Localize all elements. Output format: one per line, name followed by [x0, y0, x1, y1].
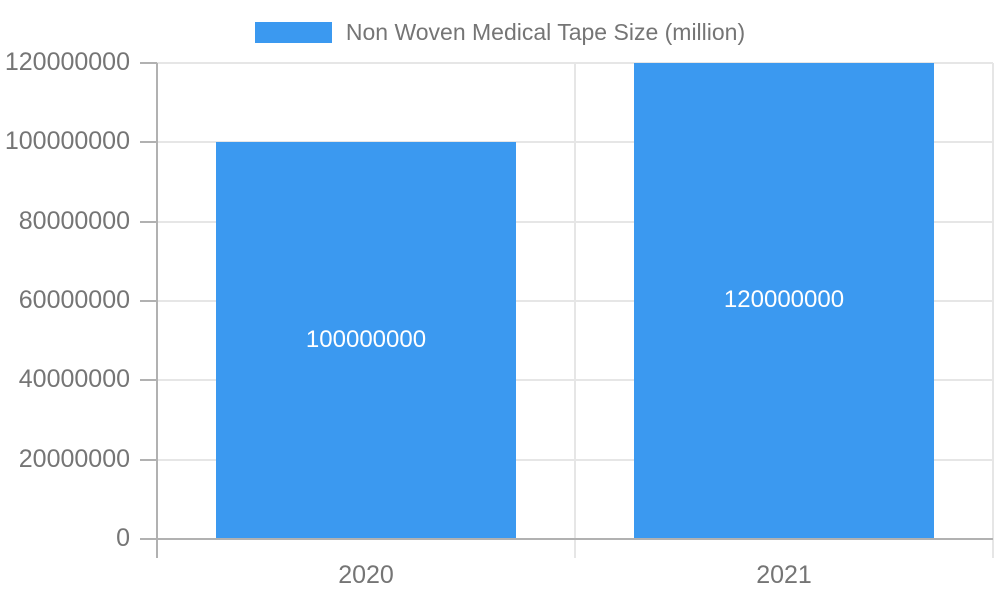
- y-tick-label: 0: [116, 524, 130, 552]
- y-tick-label: 100000000: [4, 127, 130, 155]
- y-tick-label: 120000000: [4, 48, 130, 76]
- y-tick-label: 20000000: [18, 445, 130, 473]
- bar-value-label: 100000000: [305, 326, 427, 353]
- x-axis-line: [157, 538, 993, 540]
- bar-2021[interactable]: [634, 63, 934, 539]
- x-tick-label-2021: 2021: [756, 561, 812, 589]
- y-axis-line: [156, 63, 158, 558]
- bar-value-label: 120000000: [723, 286, 845, 313]
- y-tick-mark: [140, 300, 157, 302]
- bar-2020[interactable]: [216, 142, 516, 539]
- y-tick-mark: [140, 62, 157, 64]
- y-tick-label: 80000000: [18, 207, 130, 235]
- y-tick-mark: [140, 221, 157, 223]
- y-tick-mark: [140, 379, 157, 381]
- x-tick-label-2020: 2020: [338, 561, 394, 589]
- legend-series-label: Non Woven Medical Tape Size (million): [345, 19, 746, 45]
- legend-swatch: [254, 22, 332, 43]
- y-tick-mark: [140, 538, 157, 540]
- y-tick-label: 40000000: [18, 365, 130, 393]
- chart-legend[interactable]: Non Woven Medical Tape Size (million): [0, 19, 1000, 46]
- category-divider: [992, 63, 994, 558]
- y-tick-mark: [140, 141, 157, 143]
- category-divider: [574, 63, 576, 558]
- y-tick-mark: [140, 459, 157, 461]
- y-tick-label: 60000000: [18, 286, 130, 314]
